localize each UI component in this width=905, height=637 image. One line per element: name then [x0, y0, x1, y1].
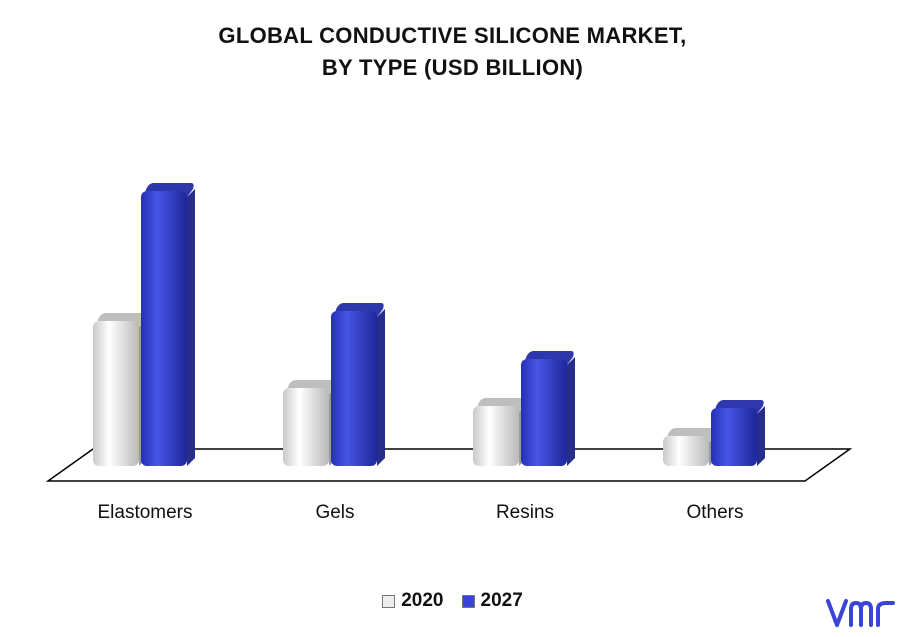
- bar-side-face: [567, 357, 575, 466]
- bar-side-face: [187, 189, 195, 466]
- vmr-logo-icon: [826, 599, 895, 627]
- bar-side-face: [757, 406, 765, 466]
- legend-item-2027: 2027: [461, 590, 523, 612]
- bar-gels-2027: [331, 303, 385, 466]
- bar-front-face: [473, 406, 519, 466]
- legend-swatch-2020: [382, 594, 396, 608]
- legend-item-2020: 2020: [382, 590, 444, 612]
- bar-front-face: [663, 436, 709, 466]
- chart-title: GLOBAL CONDUCTIVE SILICONE MARKET, BY TY…: [0, 20, 905, 84]
- category-labels: Elastomers Gels Resins Others: [97, 502, 743, 523]
- bar-resins-2027: [521, 351, 575, 466]
- legend-label-2027: 2027: [480, 590, 523, 611]
- bar-front-face: [331, 311, 377, 466]
- bar-front-face: [93, 321, 139, 466]
- chart-title-line-1: GLOBAL CONDUCTIVE SILICONE MARKET,: [218, 23, 687, 48]
- bar-front-face: [521, 359, 567, 466]
- category-label-resins: Resins: [496, 502, 554, 523]
- bar-others-2020: [663, 428, 717, 466]
- bar-front-face: [283, 388, 329, 466]
- bar-elastomers-2020: [93, 313, 147, 466]
- category-label-gels: Gels: [315, 502, 354, 523]
- legend-label-2020: 2020: [401, 590, 444, 611]
- category-label-others: Others: [686, 502, 743, 523]
- category-label-elastomers: Elastomers: [97, 502, 192, 523]
- chart-title-line-2: BY TYPE (USD BILLION): [321, 55, 584, 80]
- bar-front-face: [711, 408, 757, 466]
- bars-layer: [93, 183, 765, 466]
- legend: 2020 2027: [0, 590, 905, 612]
- bar-elastomers-2027: [141, 183, 195, 466]
- bar-side-face: [377, 309, 385, 466]
- legend-swatch-2027: [461, 594, 475, 608]
- chart-floor: [45, 448, 853, 482]
- bar-front-face: [141, 191, 187, 466]
- bar-gels-2020: [283, 380, 337, 466]
- bar-others-2027: [711, 400, 765, 466]
- bar-resins-2020: [473, 398, 527, 466]
